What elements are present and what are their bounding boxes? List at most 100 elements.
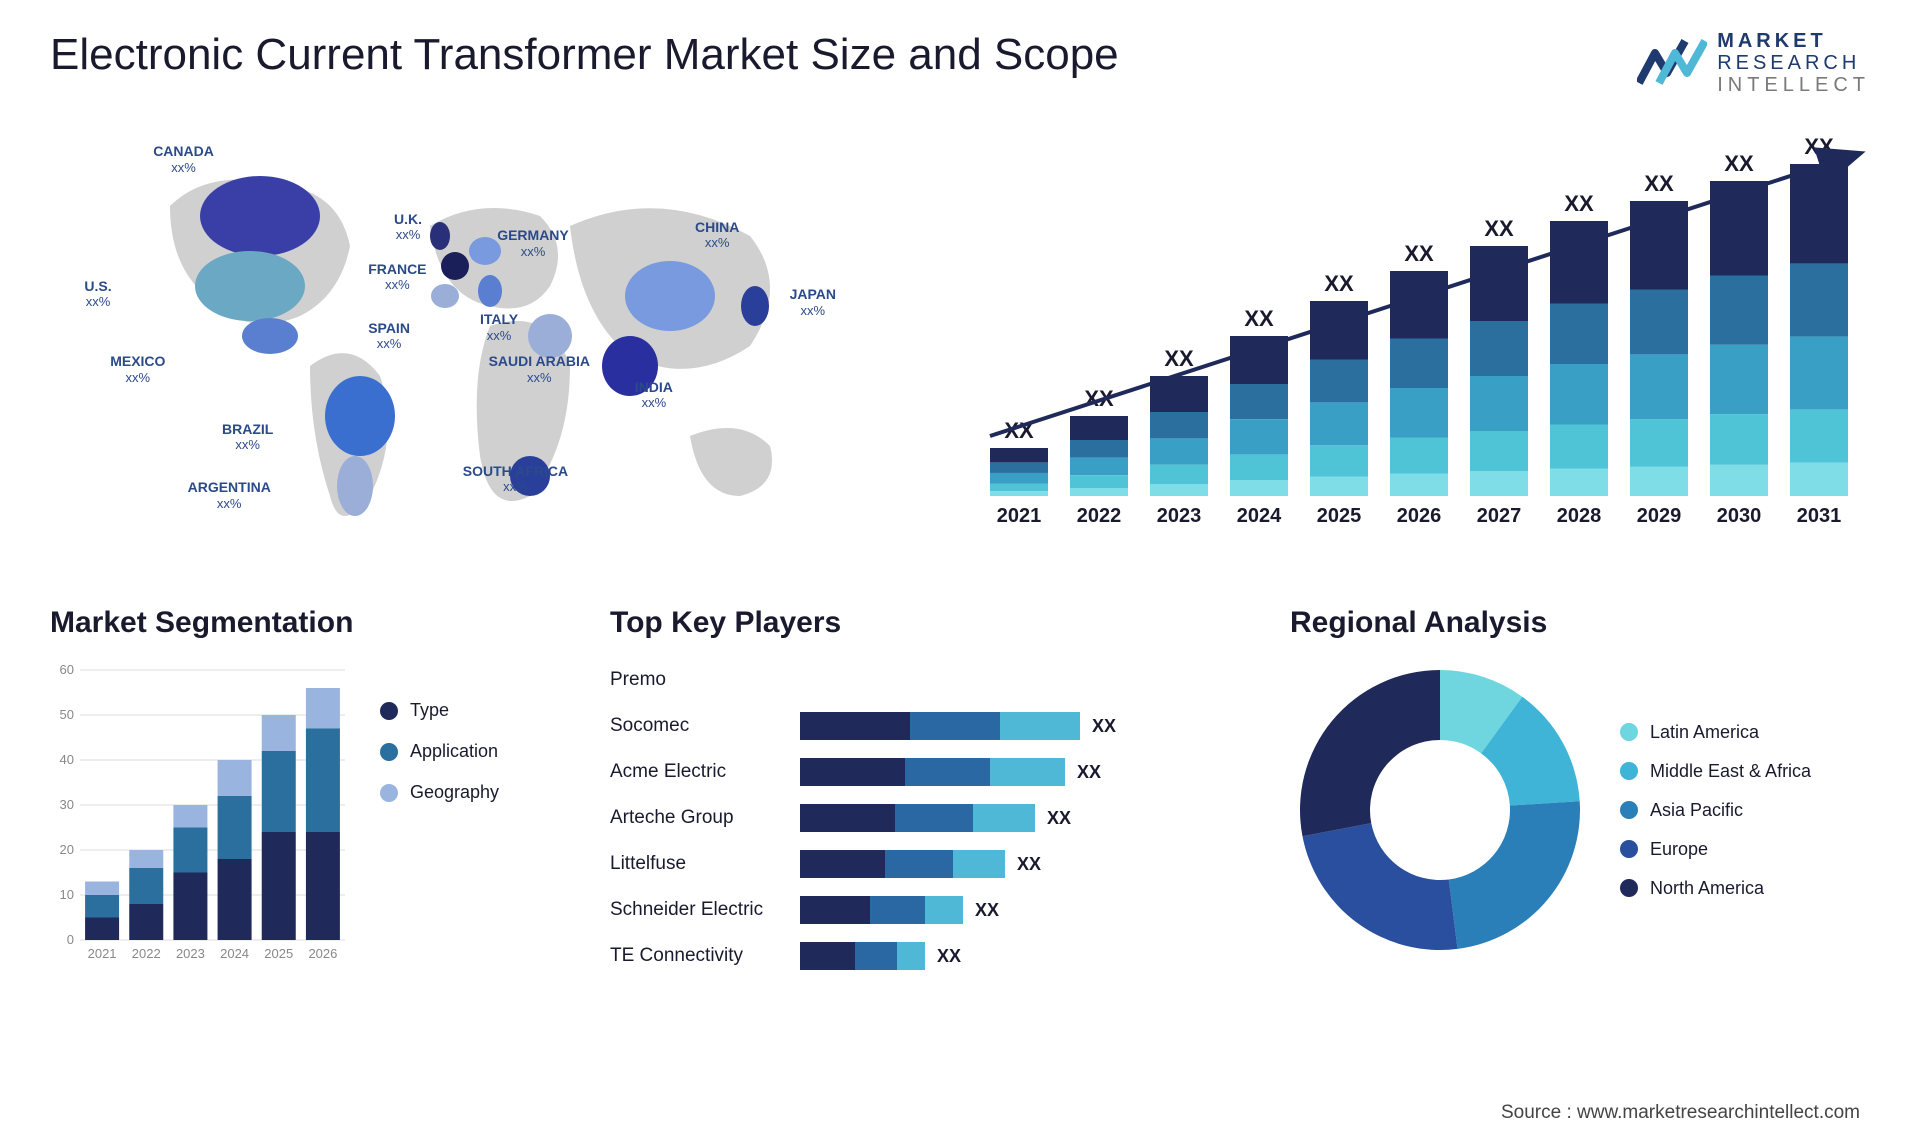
growth-bar-seg: [1550, 364, 1608, 425]
region-legend-item: Middle East & Africa: [1620, 761, 1811, 782]
seg-bar-seg: [218, 760, 252, 796]
world-map-panel: CANADAxx%U.S.xx%MEXICOxx%BRAZILxx%ARGENT…: [50, 136, 910, 556]
legend-dot-icon: [380, 743, 398, 761]
growth-bar-seg: [990, 448, 1048, 462]
growth-year-label: 2022: [1077, 505, 1122, 527]
seg-bar-seg: [85, 882, 119, 896]
player-value: XX: [1077, 762, 1101, 783]
legend-label: Asia Pacific: [1650, 800, 1743, 821]
map-label-brazil: BRAZILxx%: [222, 422, 273, 453]
legend-label: Geography: [410, 782, 499, 803]
player-name: Littelfuse: [610, 853, 800, 875]
seg-ytick: 60: [60, 662, 74, 677]
growth-value-label: XX: [1164, 346, 1194, 371]
map-label-germany: GERMANYxx%: [497, 228, 569, 259]
player-row: Acme Electric XX: [610, 752, 1250, 792]
seg-bar-seg: [173, 805, 207, 828]
seg-ytick: 40: [60, 752, 74, 767]
growth-bar-seg: [1310, 477, 1368, 497]
seg-bar-seg: [173, 873, 207, 941]
growth-year-label: 2028: [1557, 505, 1602, 527]
brand-logo: MARKET RESEARCH INTELLECT: [1637, 30, 1870, 96]
seg-bar-seg: [262, 832, 296, 940]
growth-value-label: XX: [1324, 271, 1354, 296]
growth-bar-seg: [1630, 419, 1688, 466]
growth-bar-seg: [1070, 440, 1128, 458]
legend-dot-icon: [1620, 801, 1638, 819]
legend-label: North America: [1650, 878, 1764, 899]
player-name: Acme Electric: [610, 761, 800, 783]
seg-xtick: 2024: [220, 946, 249, 961]
legend-dot-icon: [380, 784, 398, 802]
growth-year-label: 2023: [1157, 505, 1202, 527]
seg-bar-seg: [218, 859, 252, 940]
player-bar-seg: [897, 942, 925, 970]
map-country-france: [441, 252, 469, 280]
growth-value-label: XX: [1484, 216, 1514, 241]
key-players-panel: Top Key Players Premo Socomec XX Acme El…: [610, 606, 1250, 1006]
growth-bar-chart: 2021XX2022XX2023XX2024XX2025XX2026XX2027…: [970, 136, 1870, 556]
regional-title: Regional Analysis: [1290, 606, 1870, 640]
player-bar-seg: [800, 942, 855, 970]
player-name: Schneider Electric: [610, 899, 800, 921]
segmentation-title: Market Segmentation: [50, 606, 570, 640]
map-label-china: CHINAxx%: [695, 220, 739, 251]
growth-value-label: XX: [1404, 241, 1434, 266]
player-row: Littelfuse XX: [610, 844, 1250, 884]
regional-donut-chart: [1290, 660, 1590, 960]
growth-bar-seg: [1230, 384, 1288, 419]
growth-bar-seg: [1150, 438, 1208, 464]
key-players-title: Top Key Players: [610, 606, 1250, 640]
player-bar: [800, 850, 1005, 878]
seg-bar-seg: [129, 904, 163, 940]
growth-bar-seg: [1470, 376, 1528, 431]
player-row: TE Connectivity XX: [610, 936, 1250, 976]
logo-line1: MARKET: [1717, 30, 1870, 52]
player-bar-seg: [800, 758, 905, 786]
growth-bar-seg: [1070, 488, 1128, 496]
growth-year-label: 2030: [1717, 505, 1762, 527]
seg-bar-seg: [262, 751, 296, 832]
seg-ytick: 50: [60, 707, 74, 722]
seg-bar-seg: [306, 688, 340, 729]
player-bar-seg: [800, 850, 885, 878]
legend-label: Middle East & Africa: [1650, 761, 1811, 782]
map-label-saudiarabia: SAUDI ARABIAxx%: [489, 354, 590, 385]
growth-bar-seg: [1470, 471, 1528, 496]
growth-bar-seg: [990, 473, 1048, 484]
player-bar: [800, 896, 963, 924]
growth-bar-seg: [1390, 438, 1448, 474]
growth-value-label: XX: [1804, 136, 1834, 159]
map-label-uk: U.K.xx%: [394, 212, 422, 243]
player-row: Premo: [610, 660, 1250, 700]
seg-xtick: 2021: [88, 946, 117, 961]
map-label-argentina: ARGENTINAxx%: [188, 480, 271, 511]
player-bar-seg: [895, 804, 973, 832]
growth-bar-seg: [990, 462, 1048, 473]
seg-ytick: 10: [60, 887, 74, 902]
seg-xtick: 2023: [176, 946, 205, 961]
map-label-mexico: MEXICOxx%: [110, 354, 165, 385]
growth-bar-seg: [990, 491, 1048, 496]
map-label-us: U.S.xx%: [84, 279, 111, 310]
player-bar: [800, 758, 1065, 786]
map-country-china: [625, 261, 715, 331]
player-bar-seg: [855, 942, 897, 970]
seg-xtick: 2022: [132, 946, 161, 961]
legend-dot-icon: [1620, 723, 1638, 741]
legend-label: Application: [410, 741, 498, 762]
growth-year-label: 2021: [997, 505, 1042, 527]
logo-line2: RESEARCH: [1717, 52, 1870, 74]
growth-bar-seg: [1070, 475, 1128, 488]
legend-dot-icon: [1620, 762, 1638, 780]
player-bar-seg: [870, 896, 925, 924]
growth-bar-seg: [1790, 410, 1848, 463]
player-bar-seg: [973, 804, 1035, 832]
growth-value-label: XX: [1644, 171, 1674, 196]
growth-bar-seg: [1310, 445, 1368, 476]
growth-bar-seg: [1470, 431, 1528, 471]
growth-bar-seg: [1550, 221, 1608, 304]
growth-bar-seg: [1710, 181, 1768, 276]
growth-bar-seg: [1230, 419, 1288, 454]
growth-bar-seg: [1710, 276, 1768, 345]
